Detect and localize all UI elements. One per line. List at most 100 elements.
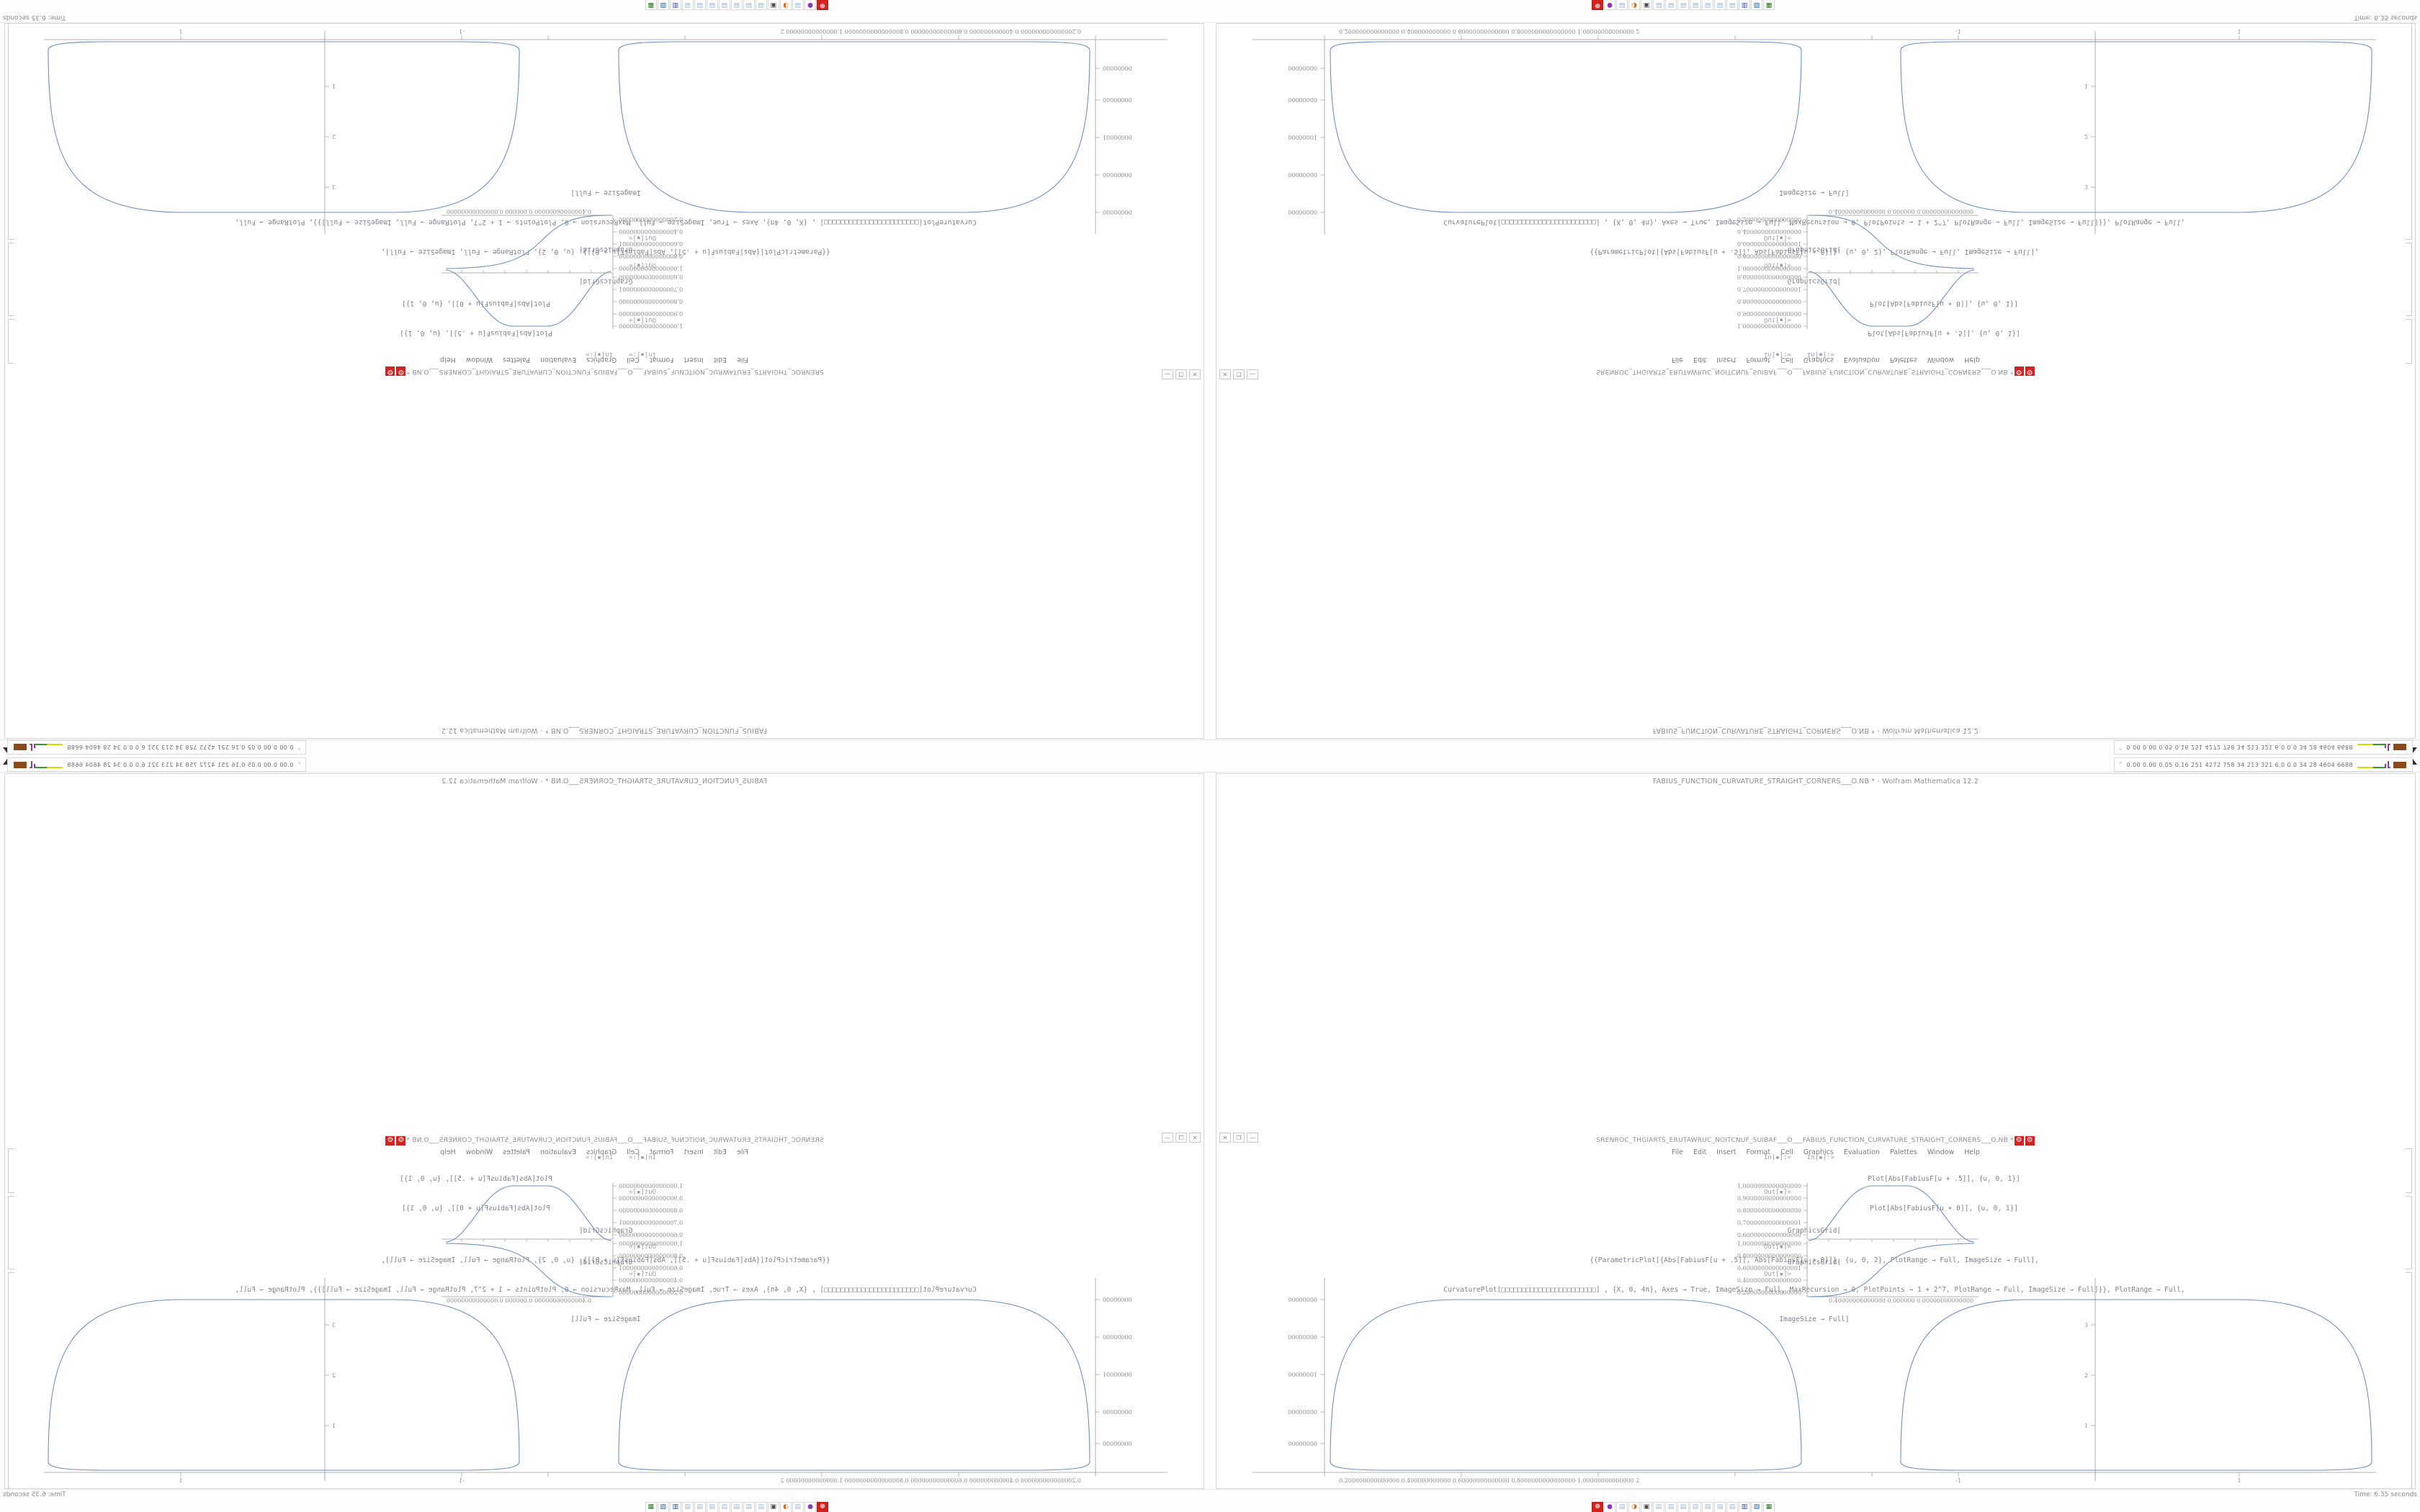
menu-item-help[interactable]: Help bbox=[1964, 1148, 1980, 1156]
mathematica-icon[interactable]: ☸ bbox=[1592, 0, 1603, 10]
notebook-icon[interactable]: ▤ bbox=[1677, 0, 1689, 10]
mathematica-icon[interactable]: ☸ bbox=[817, 1502, 828, 1512]
taskbar-icon-strip[interactable]: ☸ ● ▤ ◑ ▣ ▤ ▤ ▤ ▤ ▤ ▤ ▤ ▥ ▧ ▦ bbox=[1592, 0, 1775, 10]
mathematica-icon[interactable]: ☸ bbox=[1592, 1502, 1603, 1512]
window-controls[interactable]: ✕ ❐ — bbox=[1219, 1133, 1258, 1143]
parametric-squircle-plot[interactable]: 0.200000000000000 0.400000000000 0.60000… bbox=[1238, 25, 2390, 241]
gear-icon[interactable]: ⚙ bbox=[2025, 1135, 2035, 1146]
dome-plot[interactable]: 1.0000000000000000 0.9000000000000000 0.… bbox=[1692, 1177, 1980, 1246]
notebook-icon[interactable]: ▤ bbox=[1702, 1502, 1713, 1512]
notebook-icon[interactable]: ▤ bbox=[1726, 0, 1738, 10]
firefox-icon[interactable]: ◑ bbox=[1628, 1502, 1640, 1512]
cell-bracket[interactable] bbox=[8, 1196, 14, 1269]
notebook-icon[interactable]: ▤ bbox=[1702, 0, 1713, 10]
menu-item-cell[interactable]: Cell bbox=[1780, 1148, 1793, 1156]
notebook-icon[interactable]: ▤ bbox=[1677, 1502, 1689, 1512]
notebook-icon[interactable]: ▤ bbox=[682, 0, 694, 10]
display-icon[interactable]: ▧ bbox=[1751, 1502, 1762, 1512]
document-icon[interactable]: ▤ bbox=[1616, 0, 1628, 10]
gear-icon[interactable]: ⚙ bbox=[396, 1135, 406, 1146]
save-icon[interactable]: ▥ bbox=[1739, 1502, 1750, 1512]
save-icon[interactable]: ▥ bbox=[1739, 0, 1750, 10]
menu-item-format[interactable]: Format bbox=[1746, 1148, 1771, 1156]
system-monitor-widget[interactable]: ˄ 0.00 0.00 0.05 0.16 251 4272 758 34 21… bbox=[2114, 740, 2413, 755]
gear-icon[interactable]: ⚙ bbox=[2025, 366, 2035, 377]
save-icon[interactable]: ▥ bbox=[670, 1502, 681, 1512]
notebook-icon[interactable]: ▤ bbox=[743, 1502, 755, 1512]
browser-icon[interactable]: ● bbox=[1604, 1502, 1615, 1512]
notebook-icon[interactable]: ▤ bbox=[694, 0, 706, 10]
notebook-tab-label[interactable]: SRENROC_THGIARTS_ERUTAWRUC_NOITCNUF_SUIB… bbox=[406, 368, 824, 375]
notebook-icon[interactable]: ▤ bbox=[1690, 1502, 1701, 1512]
notebook-icon[interactable]: ▤ bbox=[1653, 0, 1664, 10]
menu-item-evaluation[interactable]: Evaluation bbox=[1843, 1148, 1880, 1156]
gear-icon[interactable]: ⚙ bbox=[2014, 1135, 2024, 1146]
sigmoid-plot[interactable]: 1.0000000000000000 0.8000000000000000 0.… bbox=[440, 208, 728, 277]
document-icon[interactable]: ▤ bbox=[792, 1502, 804, 1512]
menu-item-file[interactable]: File bbox=[1672, 356, 1683, 364]
notebook-icon[interactable]: ▤ bbox=[756, 0, 767, 10]
terminal-icon[interactable]: ▣ bbox=[1641, 0, 1652, 10]
parametric-squircle-plot[interactable]: 0.200000000000000 0.400000000000 0.60000… bbox=[1238, 1271, 2390, 1487]
minimize-icon[interactable]: — bbox=[1247, 1133, 1258, 1143]
parametric-squircle-plot[interactable]: 0.200000000000000 0.400000000000 0.60000… bbox=[30, 25, 1182, 241]
notebook-icon[interactable]: ▤ bbox=[1726, 1502, 1738, 1512]
notebook-tab-label[interactable]: SRENROC_THGIARTS_ERUTAWRUC_NOITCNUF_SUIB… bbox=[406, 1137, 824, 1144]
sigmoid-plot[interactable]: 1.0000000000000000 0.8000000000000000 0.… bbox=[440, 1235, 728, 1304]
menu-item-palettes[interactable]: Palettes bbox=[1889, 1148, 1917, 1156]
menu-item-graphics[interactable]: Graphics bbox=[1803, 1148, 1834, 1156]
document-icon[interactable]: ▤ bbox=[792, 0, 804, 10]
firefox-icon[interactable]: ◑ bbox=[1628, 0, 1640, 10]
notebook-tab-strip[interactable]: SRENROC_THGIARTS_ERUTAWRUC_NOITCNUF_SUIB… bbox=[1216, 365, 2415, 378]
menu-item-file[interactable]: File bbox=[1672, 1148, 1683, 1156]
notebook-icon[interactable]: ▤ bbox=[1665, 1502, 1677, 1512]
cell-bracket[interactable] bbox=[2406, 1196, 2412, 1269]
display-icon[interactable]: ▧ bbox=[1751, 0, 1762, 10]
document-icon[interactable]: ▤ bbox=[1616, 1502, 1628, 1512]
calculator-icon[interactable]: ▦ bbox=[645, 0, 657, 10]
system-monitor-widget[interactable]: ˄ 0.00 0.00 0.05 0.16 251 4272 758 34 21… bbox=[2114, 757, 2413, 772]
notebook-icon[interactable]: ▤ bbox=[694, 1502, 706, 1512]
menu-item-insert[interactable]: Insert bbox=[1716, 1148, 1736, 1156]
close-icon[interactable]: ✕ bbox=[1219, 1133, 1231, 1143]
cell-bracket[interactable] bbox=[8, 1148, 14, 1193]
notebook-icon[interactable]: ▤ bbox=[1714, 0, 1726, 10]
sigmoid-plot[interactable]: 1.0000000000000000 0.8000000000000000 0.… bbox=[1692, 1235, 1980, 1304]
system-monitor-widget[interactable]: ˄ 0.00 0.00 0.05 0.16 251 4272 758 34 21… bbox=[7, 757, 306, 772]
system-monitor-widget[interactable]: ˄ 0.00 0.00 0.05 0.16 251 4272 758 34 21… bbox=[7, 740, 306, 755]
browser-icon[interactable]: ● bbox=[1604, 0, 1615, 10]
notebook-icon[interactable]: ▤ bbox=[1690, 0, 1701, 10]
notebook-icon[interactable]: ▤ bbox=[719, 0, 730, 10]
dome-plot[interactable]: 1.0000000000000000 0.9000000000000000 0.… bbox=[440, 1177, 728, 1246]
dome-plot[interactable]: 1.0000000000000000 0.9000000000000000 0.… bbox=[1692, 266, 1980, 335]
notebook-tab-label[interactable]: SRENROC_THGIARTS_ERUTAWRUC_NOITCNUF_SUIB… bbox=[1596, 368, 2014, 375]
menu-item-window[interactable]: Window bbox=[1927, 1148, 1955, 1156]
notebook-tab-strip[interactable]: SRENROC_THGIARTS_ERUTAWRUC_NOITCNUF_SUIB… bbox=[5, 365, 1204, 378]
cell-bracket[interactable] bbox=[2406, 319, 2412, 364]
cell-bracket[interactable] bbox=[2406, 243, 2412, 316]
calculator-icon[interactable]: ▦ bbox=[1763, 0, 1775, 10]
firefox-icon[interactable]: ◑ bbox=[780, 0, 792, 10]
cell-bracket[interactable] bbox=[8, 243, 14, 316]
browser-icon[interactable]: ● bbox=[805, 1502, 816, 1512]
calculator-icon[interactable]: ▦ bbox=[645, 1502, 657, 1512]
menu-item-file[interactable]: File bbox=[737, 356, 748, 364]
cell-bracket[interactable] bbox=[2406, 1272, 2412, 1490]
notebook-icon[interactable]: ▤ bbox=[731, 0, 743, 10]
restore-icon[interactable]: ❐ bbox=[1233, 1133, 1245, 1143]
notebook-icon[interactable]: ▤ bbox=[756, 1502, 767, 1512]
browser-icon[interactable]: ● bbox=[805, 0, 816, 10]
taskbar-icon-strip[interactable]: ☸ ● ▤ ◑ ▣ ▤ ▤ ▤ ▤ ▤ ▤ ▤ ▥ ▧ ▦ bbox=[645, 1502, 828, 1512]
calculator-icon[interactable]: ▦ bbox=[1763, 1502, 1775, 1512]
cell-bracket[interactable] bbox=[2406, 22, 2412, 240]
cell-bracket[interactable] bbox=[8, 319, 14, 364]
notebook-icon[interactable]: ▤ bbox=[719, 1502, 730, 1512]
gear-icon[interactable]: ⚙ bbox=[385, 366, 395, 377]
notebook-tab-strip[interactable]: SRENROC_THGIARTS_ERUTAWRUC_NOITCNUF_SUIB… bbox=[1216, 1134, 2415, 1147]
notebook-icon[interactable]: ▤ bbox=[682, 1502, 694, 1512]
gear-icon[interactable]: ⚙ bbox=[2014, 366, 2024, 377]
notebook-icon[interactable]: ▤ bbox=[1653, 1502, 1664, 1512]
cell-bracket[interactable] bbox=[2406, 1148, 2412, 1193]
taskbar-icon-strip[interactable]: ☸ ● ▤ ◑ ▣ ▤ ▤ ▤ ▤ ▤ ▤ ▤ ▥ ▧ ▦ bbox=[645, 0, 828, 10]
taskbar-icon-strip[interactable]: ☸ ● ▤ ◑ ▣ ▤ ▤ ▤ ▤ ▤ ▤ ▤ ▥ ▧ ▦ bbox=[1592, 1502, 1775, 1512]
